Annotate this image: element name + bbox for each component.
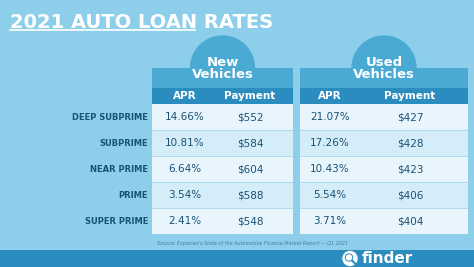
Text: Payment: Payment bbox=[224, 91, 275, 101]
Text: $428: $428 bbox=[397, 138, 423, 148]
Text: Source: Experian's State of the Automotive Finance Market Report — Q1 2021: Source: Experian's State of the Automoti… bbox=[157, 241, 348, 245]
FancyBboxPatch shape bbox=[300, 182, 468, 208]
Circle shape bbox=[346, 254, 353, 261]
Text: 3.71%: 3.71% bbox=[313, 216, 346, 226]
FancyBboxPatch shape bbox=[300, 208, 468, 234]
Text: Vehicles: Vehicles bbox=[353, 69, 415, 81]
FancyBboxPatch shape bbox=[300, 68, 468, 234]
Text: $427: $427 bbox=[397, 112, 423, 122]
Text: $404: $404 bbox=[397, 216, 423, 226]
Text: $588: $588 bbox=[237, 190, 263, 200]
Circle shape bbox=[343, 252, 357, 265]
Circle shape bbox=[352, 36, 416, 100]
Text: 14.66%: 14.66% bbox=[165, 112, 205, 122]
Text: 2021 AUTO LOAN RATES: 2021 AUTO LOAN RATES bbox=[10, 13, 273, 32]
FancyBboxPatch shape bbox=[152, 156, 293, 182]
FancyBboxPatch shape bbox=[152, 130, 293, 156]
FancyBboxPatch shape bbox=[300, 88, 468, 234]
Text: $604: $604 bbox=[237, 164, 263, 174]
Text: 21.07%: 21.07% bbox=[310, 112, 350, 122]
Text: Payment: Payment bbox=[384, 91, 436, 101]
FancyBboxPatch shape bbox=[152, 182, 293, 208]
Text: 6.64%: 6.64% bbox=[168, 164, 201, 174]
Text: Used: Used bbox=[365, 56, 402, 69]
FancyBboxPatch shape bbox=[300, 104, 468, 130]
FancyBboxPatch shape bbox=[152, 208, 293, 234]
Text: SUBPRIME: SUBPRIME bbox=[100, 139, 148, 147]
Text: SUPER PRIME: SUPER PRIME bbox=[85, 217, 148, 226]
FancyBboxPatch shape bbox=[152, 88, 293, 104]
Text: 17.26%: 17.26% bbox=[310, 138, 350, 148]
FancyBboxPatch shape bbox=[300, 156, 468, 182]
FancyBboxPatch shape bbox=[152, 88, 293, 234]
Text: $406: $406 bbox=[397, 190, 423, 200]
Circle shape bbox=[346, 255, 352, 260]
Text: APR: APR bbox=[173, 91, 197, 101]
Text: PRIME: PRIME bbox=[118, 190, 148, 199]
Text: 5.54%: 5.54% bbox=[313, 190, 346, 200]
Text: finder: finder bbox=[362, 251, 413, 266]
FancyBboxPatch shape bbox=[300, 88, 468, 104]
Text: $584: $584 bbox=[237, 138, 263, 148]
Text: 2.41%: 2.41% bbox=[168, 216, 201, 226]
Text: New: New bbox=[206, 56, 239, 69]
Circle shape bbox=[191, 36, 255, 100]
Text: Vehicles: Vehicles bbox=[191, 69, 254, 81]
FancyBboxPatch shape bbox=[0, 250, 474, 267]
FancyBboxPatch shape bbox=[152, 68, 293, 234]
Text: $548: $548 bbox=[237, 216, 263, 226]
Text: 10.43%: 10.43% bbox=[310, 164, 350, 174]
Text: $423: $423 bbox=[397, 164, 423, 174]
Text: 10.81%: 10.81% bbox=[165, 138, 205, 148]
Text: DEEP SUBPRIME: DEEP SUBPRIME bbox=[72, 112, 148, 121]
FancyBboxPatch shape bbox=[152, 104, 293, 130]
FancyBboxPatch shape bbox=[300, 130, 468, 156]
Text: $552: $552 bbox=[237, 112, 263, 122]
Text: 3.54%: 3.54% bbox=[168, 190, 201, 200]
Text: NEAR PRIME: NEAR PRIME bbox=[90, 164, 148, 174]
Text: APR: APR bbox=[318, 91, 342, 101]
